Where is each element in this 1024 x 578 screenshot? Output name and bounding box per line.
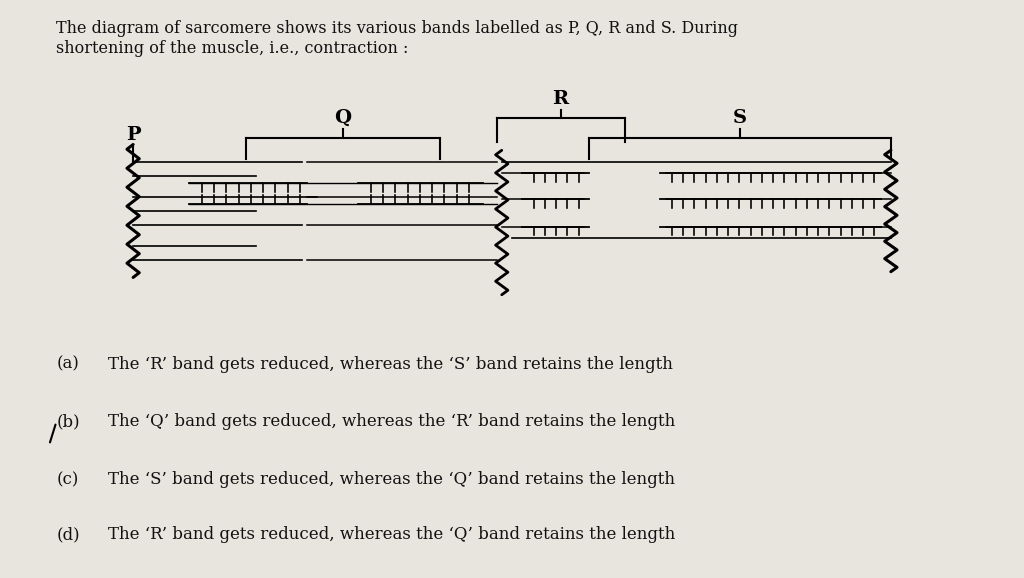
Text: Q: Q	[335, 109, 351, 127]
Text: (b): (b)	[56, 413, 80, 431]
Text: The ‘S’ band gets reduced, whereas the ‘Q’ band retains the length: The ‘S’ band gets reduced, whereas the ‘…	[108, 471, 675, 488]
Text: shortening of the muscle, i.e., contraction :: shortening of the muscle, i.e., contract…	[56, 40, 409, 57]
Text: R: R	[553, 90, 568, 108]
Text: P: P	[126, 127, 140, 144]
Text: S: S	[733, 109, 746, 127]
Text: The ‘R’ band gets reduced, whereas the ‘S’ band retains the length: The ‘R’ band gets reduced, whereas the ‘…	[108, 355, 673, 373]
Text: The ‘Q’ band gets reduced, whereas the ‘R’ band retains the length: The ‘Q’ band gets reduced, whereas the ‘…	[108, 413, 675, 431]
Text: (a): (a)	[56, 355, 79, 373]
Text: The diagram of sarcomere shows its various bands labelled as P, Q, R and S. Duri: The diagram of sarcomere shows its vario…	[56, 20, 738, 37]
Text: (d): (d)	[56, 526, 80, 543]
Text: (c): (c)	[56, 471, 79, 488]
Text: The ‘R’ band gets reduced, whereas the ‘Q’ band retains the length: The ‘R’ band gets reduced, whereas the ‘…	[108, 526, 675, 543]
